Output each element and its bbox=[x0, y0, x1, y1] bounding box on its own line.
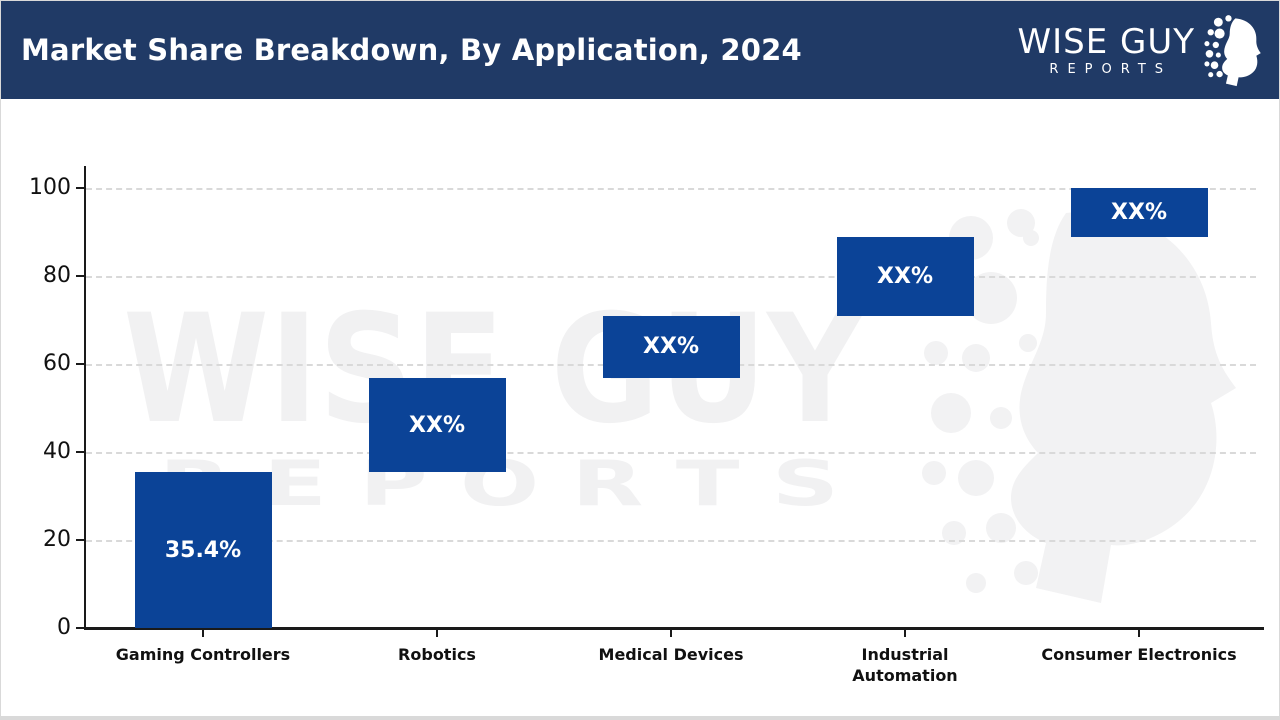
bar-value-label: XX% bbox=[877, 263, 933, 289]
bar-value-label: 35.4% bbox=[164, 537, 242, 563]
bar-consumer-electronics: XX% bbox=[1070, 188, 1208, 237]
y-tick-label: 80 bbox=[43, 263, 71, 288]
x-category-label: Gaming Controllers bbox=[115, 645, 291, 664]
bar-value-label: XX% bbox=[643, 334, 699, 360]
bar-medical-devices: XX% bbox=[602, 315, 740, 379]
y-tick-label: 40 bbox=[43, 439, 71, 464]
brand-subname: REPORTS bbox=[1049, 61, 1173, 77]
header-bar: Market Share Breakdown, By Application, … bbox=[1, 1, 1279, 99]
x-tick-mark bbox=[202, 630, 204, 637]
y-tick-label: 60 bbox=[43, 351, 71, 376]
brand-logo: WISE GUY REPORTS bbox=[1017, 9, 1263, 91]
x-category-label: Consumer Electronics bbox=[1041, 645, 1237, 664]
bar-value-label: XX% bbox=[409, 412, 465, 438]
y-axis-line bbox=[84, 166, 86, 629]
gridline-y-40 bbox=[86, 452, 1256, 454]
y-tick-mark bbox=[76, 363, 85, 365]
bar-robotics: XX% bbox=[368, 378, 506, 473]
gridline-y-100 bbox=[86, 188, 1256, 190]
gridline-y-80 bbox=[86, 276, 1256, 278]
brand-logo-text: WISE GUY REPORTS bbox=[1017, 25, 1195, 76]
y-tick-mark bbox=[76, 275, 85, 277]
x-category-label: Medical Devices bbox=[598, 645, 744, 664]
page-title: Market Share Breakdown, By Application, … bbox=[21, 33, 802, 67]
x-tick-mark bbox=[670, 630, 672, 637]
y-tick-label: 0 bbox=[57, 615, 71, 640]
y-tick-label: 100 bbox=[29, 175, 71, 200]
gridline-y-20 bbox=[86, 540, 1256, 542]
plot-area: 0 20 40 60 80 100 35.4% Gaming Controllers XX% Ro… bbox=[29, 177, 1256, 685]
bar-gaming-controllers: 35.4% bbox=[134, 472, 272, 628]
y-tick-mark bbox=[76, 539, 85, 541]
x-category-label: Robotics bbox=[398, 645, 476, 664]
brand-name: WISE GUY bbox=[1017, 21, 1195, 62]
y-tick-mark bbox=[76, 451, 85, 453]
y-tick-label: 20 bbox=[43, 527, 71, 552]
x-tick-mark bbox=[436, 630, 438, 637]
x-category-label: Industrial Automation bbox=[852, 645, 958, 685]
bar-value-label: XX% bbox=[1111, 199, 1167, 225]
x-tick-mark bbox=[1138, 630, 1140, 637]
logo-head-icon bbox=[1204, 15, 1261, 87]
x-axis-line bbox=[84, 627, 1264, 630]
bar-industrial-automation: XX% bbox=[836, 236, 974, 316]
y-tick-mark bbox=[76, 187, 85, 189]
x-tick-mark bbox=[904, 630, 906, 637]
y-tick-mark bbox=[76, 627, 85, 629]
